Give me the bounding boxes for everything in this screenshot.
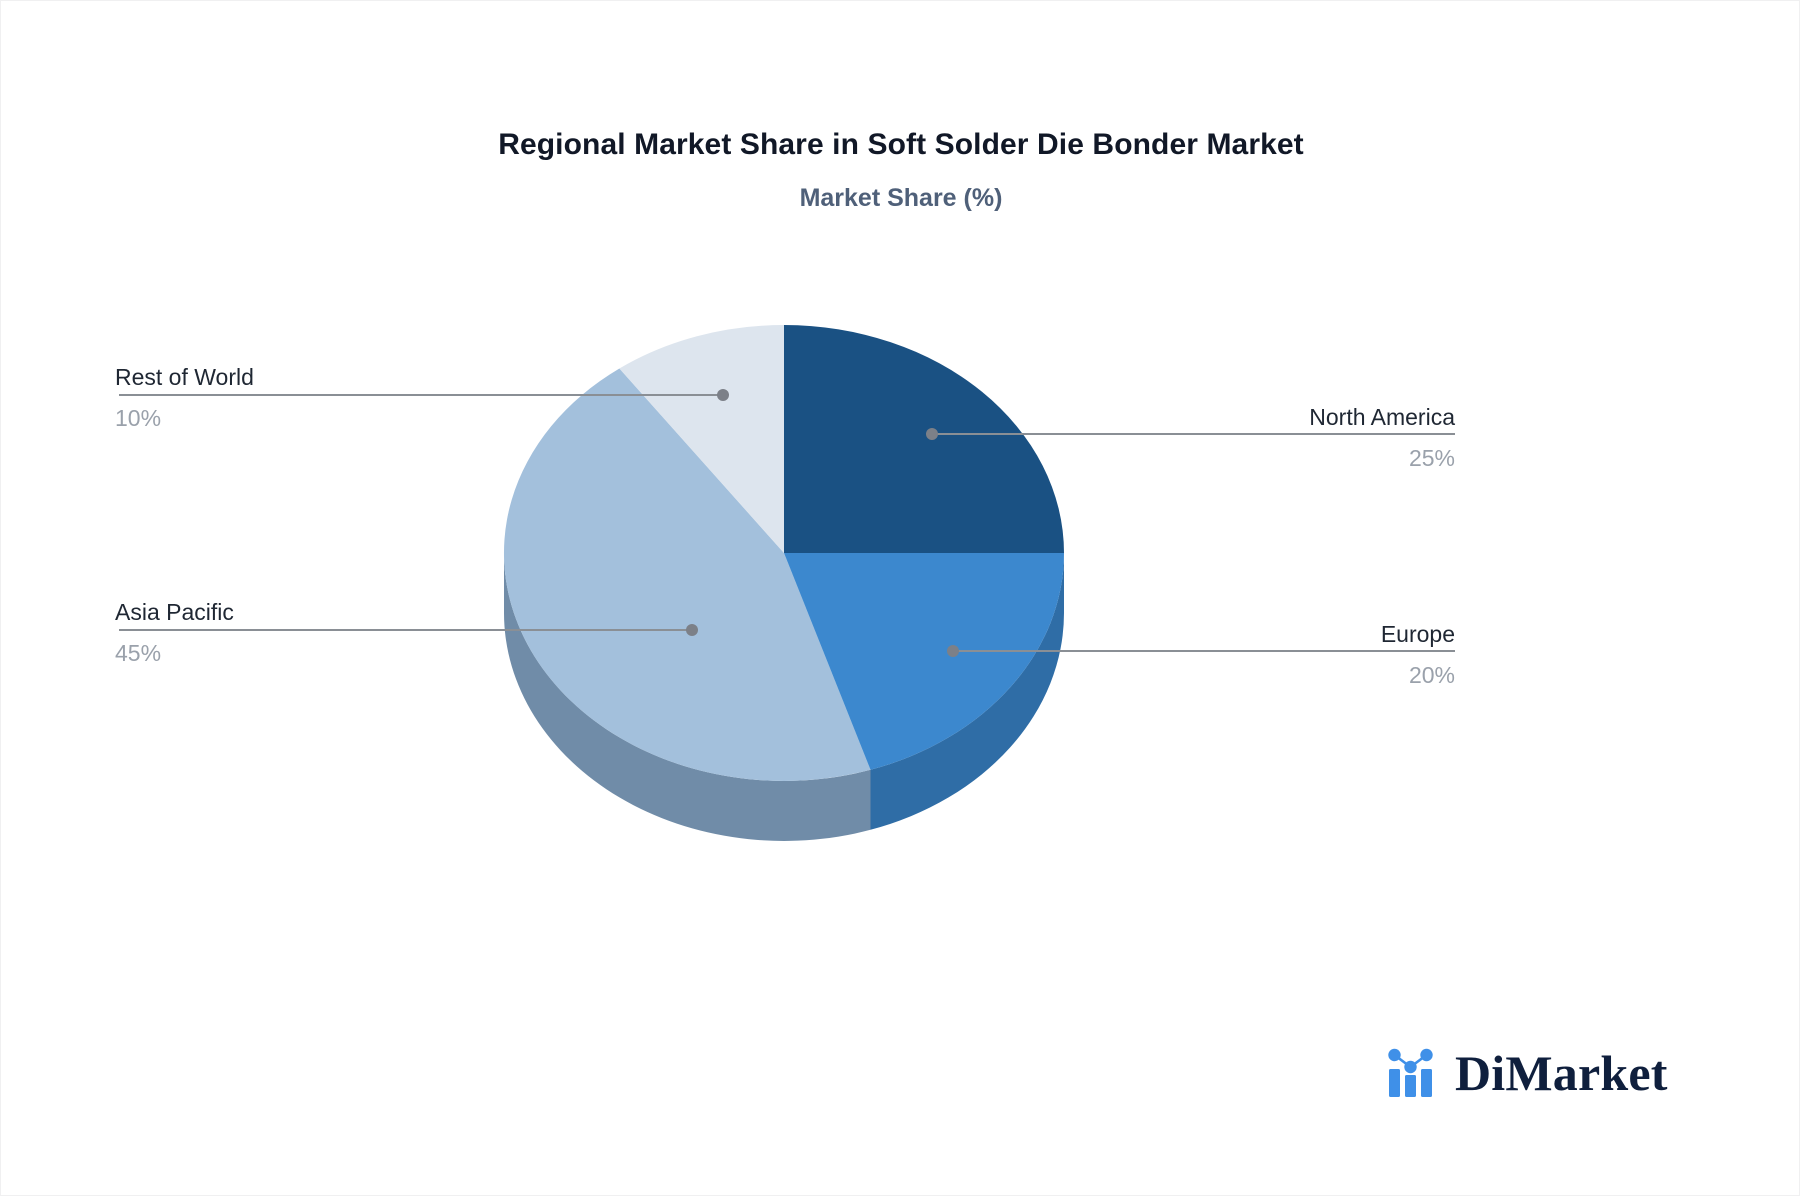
callout-label-europe: Europe: [1380, 621, 1455, 647]
callout-north-america: North America 25%: [1155, 403, 1455, 473]
callout-asia-pacific: Asia Pacific 45%: [115, 598, 415, 668]
callout-value-asia-pacific: 45%: [115, 639, 162, 666]
pie-side-europe: [870, 553, 1064, 830]
bar-chart-dots-icon: [1388, 1048, 1433, 1097]
pie-slice-rest-of-world: [619, 324, 784, 553]
callout-europe: Europe 20%: [1155, 620, 1455, 690]
callout-value-north-america: 25%: [1408, 444, 1455, 471]
callout-label-north-america: North America: [1309, 404, 1455, 430]
pie-leader-lines: [119, 389, 1455, 657]
leader-dot-rest-of-world: [717, 389, 729, 401]
brand-name: DiMarket: [1455, 1045, 1668, 1101]
callout-value-europe: 20%: [1408, 661, 1455, 688]
callout-label-asia-pacific: Asia Pacific: [115, 599, 234, 625]
callout-rest-of-world: Rest of World 10%: [115, 363, 415, 433]
pie-side-asia-pacific: [504, 553, 871, 841]
pie-top-face: [503, 324, 1064, 781]
pie-slice-north-america: [784, 325, 1064, 553]
callout-label-rest-of-world: Rest of World: [115, 364, 254, 390]
pie-3d-side-walls: [504, 553, 1064, 841]
leader-dot-north-america: [926, 428, 938, 440]
leader-dot-europe: [947, 645, 959, 657]
leader-dot-asia-pacific: [686, 624, 698, 636]
callout-value-rest-of-world: 10%: [115, 404, 162, 431]
pie-slice-asia-pacific: [503, 368, 871, 781]
brand-logo: DiMarket: [1385, 1047, 1668, 1099]
pie-slice-europe: [784, 553, 1064, 770]
